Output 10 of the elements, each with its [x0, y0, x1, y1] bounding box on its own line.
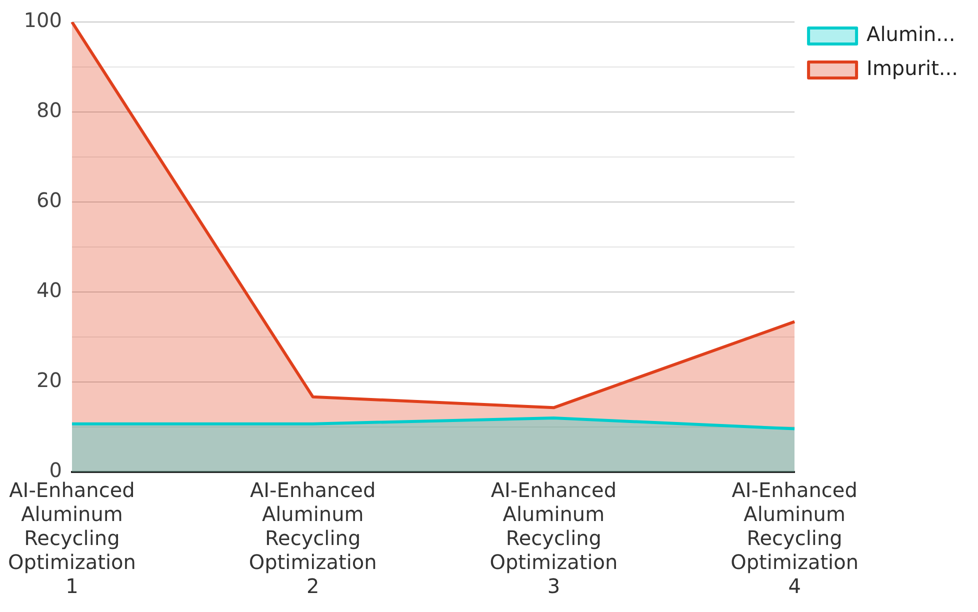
y-tick-label: 80: [36, 98, 62, 122]
y-tick-label: 40: [36, 278, 62, 302]
legend-label: Impurit...: [866, 56, 958, 80]
x-tick-label: AI-Enhanced Aluminum Recycling Optimization 4: [730, 478, 859, 598]
x-tick-label: AI-Enhanced Aluminum Recycling Optimization 2: [248, 478, 377, 598]
legend-label: Alumin...: [866, 22, 956, 46]
y-tick-label: 20: [36, 368, 62, 392]
x-tick-label: AI-Enhanced Aluminum Recycling Optimization 3: [490, 478, 618, 598]
y-tick-label: 60: [36, 188, 62, 212]
y-tick-label: 100: [24, 8, 62, 32]
